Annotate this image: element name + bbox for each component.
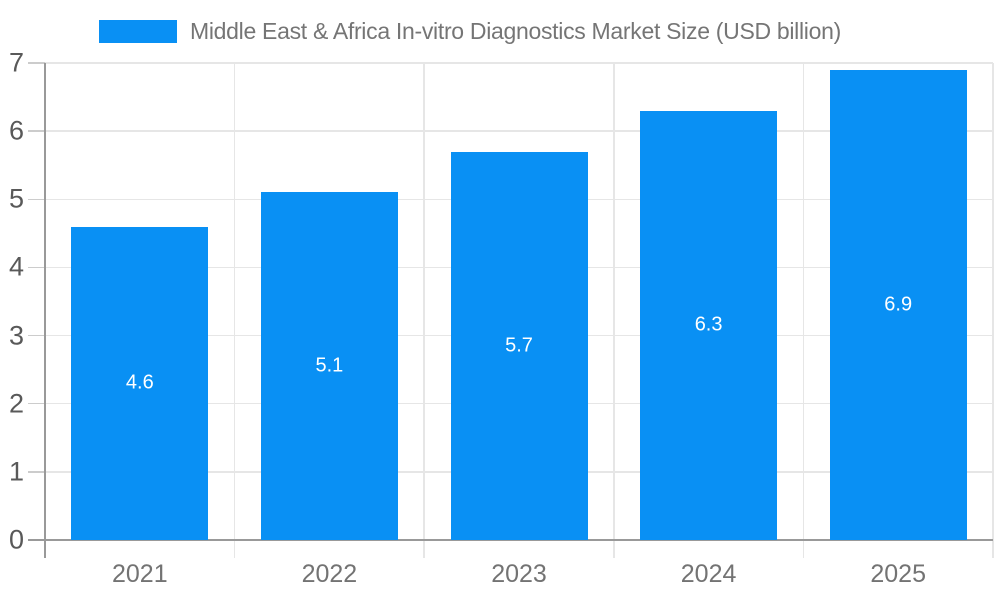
gridline-vertical [233,63,236,558]
y-axis-line [44,63,46,558]
y-axis-tick [28,334,45,337]
chart-legend-item[interactable]: Middle East & Africa In-vitro Diagnostic… [99,18,841,44]
x-axis-tick-label: 2024 [680,560,737,588]
y-axis-tick-label: 0 [8,524,24,555]
y-axis-tick [28,130,45,132]
bar-value-label: 6.3 [694,313,723,336]
y-axis-tick-label: 6 [8,115,24,146]
y-axis-tick [28,62,45,64]
bar-value-label: 4.6 [125,371,154,394]
gridline-vertical [802,63,805,558]
y-axis-tick [28,266,45,269]
gridline-vertical [613,63,615,558]
y-axis-tick [28,471,45,473]
y-axis-tick [28,198,45,201]
y-axis-tick-label: 7 [8,47,24,78]
x-axis-line [28,539,993,541]
y-axis-tick-label: 2 [8,388,24,419]
x-axis-tick-label: 2022 [301,560,358,588]
bar-2022[interactable] [260,192,398,540]
y-axis-tick-label: 1 [8,456,24,487]
gridline-vertical [423,63,425,558]
bar-2023[interactable] [450,151,588,540]
y-axis-tick-label: 3 [8,320,24,351]
bar-value-label: 5.7 [505,334,533,357]
bar-value-label: 6.9 [884,293,913,316]
bar-2025[interactable] [829,69,967,540]
x-axis-tick-label: 2025 [870,560,926,588]
gridline-horizontal [45,130,993,132]
bar-2021[interactable] [71,226,209,540]
x-axis-tick-label: 2021 [111,560,168,588]
chart-title: Middle East & Africa In-vitro Diagnostic… [190,17,841,44]
y-axis-tick-label: 4 [8,251,24,282]
legend-color-swatch [99,19,177,43]
bar-2024[interactable] [640,110,778,540]
gridline-horizontal [45,62,993,64]
y-axis-tick [28,402,45,405]
x-axis-tick-label: 2023 [491,560,547,588]
gridline-vertical [992,63,994,558]
y-axis-tick-label: 5 [8,183,24,214]
bar-value-label: 5.1 [315,354,344,377]
